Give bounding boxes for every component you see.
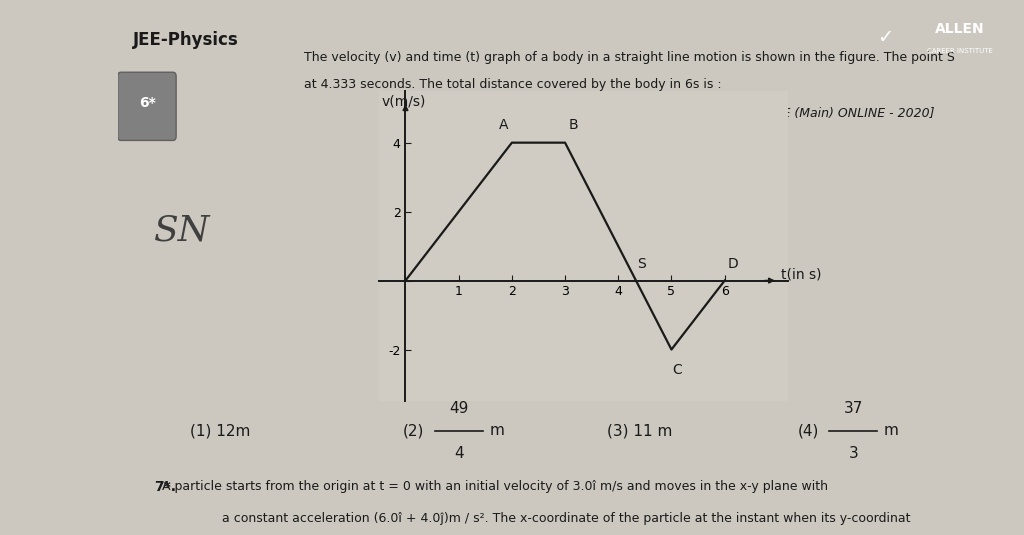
Point [429, 427, 441, 434]
Text: 49: 49 [450, 401, 469, 416]
Point [823, 427, 836, 434]
Text: 4: 4 [455, 446, 464, 461]
Text: SN: SN [154, 213, 210, 247]
Text: 37: 37 [844, 401, 863, 416]
Text: v(m/s): v(m/s) [382, 94, 426, 108]
Text: (4): (4) [798, 423, 819, 438]
Text: m: m [884, 423, 898, 438]
FancyBboxPatch shape [118, 72, 176, 140]
Text: JEE-Physics: JEE-Physics [132, 31, 239, 49]
Text: ✓: ✓ [878, 28, 894, 47]
Text: t(in s): t(in s) [780, 268, 821, 281]
Point [871, 427, 884, 434]
Text: (3) 11 m: (3) 11 m [607, 423, 673, 438]
Point [477, 427, 489, 434]
Text: 7*.: 7*. [154, 480, 176, 494]
Text: at 4.333 seconds. The total distance covered by the body in 6s is :: at 4.333 seconds. The total distance cov… [303, 78, 721, 90]
Text: m: m [489, 423, 504, 438]
Text: A: A [499, 118, 509, 132]
Text: 6*: 6* [139, 96, 156, 110]
Text: C: C [672, 363, 682, 377]
Text: a constant acceleration (6.0î + 4.0ĵ)m / s². The x-coordinate of the particle at: a constant acceleration (6.0î + 4.0ĵ)m /… [222, 513, 910, 525]
Text: D: D [727, 257, 738, 271]
Text: CAREER INSTITUTE: CAREER INSTITUTE [927, 48, 992, 54]
Text: [JEE (Main) ONLINE - 2020]: [JEE (Main) ONLINE - 2020] [766, 107, 934, 120]
Text: (1) 12m: (1) 12m [190, 423, 251, 438]
Text: ALLEN: ALLEN [935, 22, 985, 36]
Text: (2): (2) [403, 423, 425, 438]
Text: 3: 3 [849, 446, 858, 461]
Text: S: S [637, 257, 646, 271]
Text: A particle starts from the origin at t = 0 with an initial velocity of 3.0î m/s : A particle starts from the origin at t =… [154, 480, 828, 493]
Text: The velocity (v) and time (t) graph of a body in a straight line motion is shown: The velocity (v) and time (t) graph of a… [303, 51, 954, 64]
Text: B: B [568, 118, 578, 132]
